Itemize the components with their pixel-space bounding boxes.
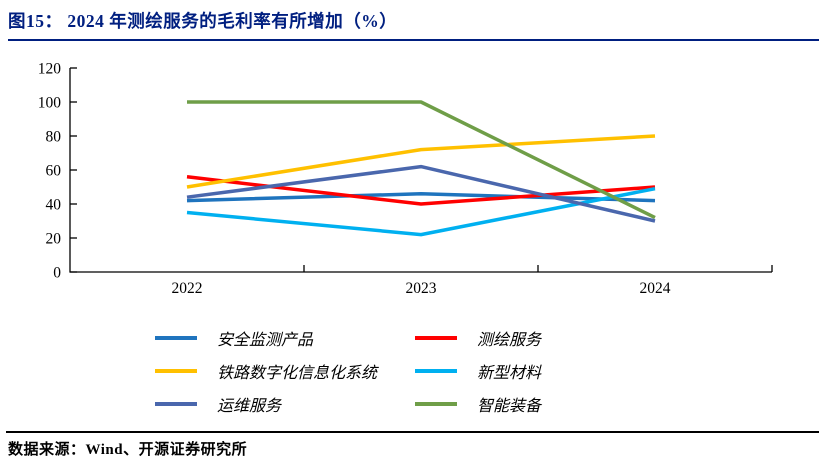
y-axis-label: 80 <box>46 129 62 146</box>
legend-label: 测绘服务 <box>477 331 542 349</box>
chart-legend: 安全监测产品 测绘服务铁路数字化信息化系统 新型材料运维服务 智能装备 <box>155 321 715 420</box>
axis-lines <box>69 68 772 273</box>
x-axis-label: 2024 <box>640 280 671 297</box>
series-line-运维服务 <box>186 164 656 223</box>
data-source-note: 数据来源：Wind、开源证券研究所 <box>8 442 248 458</box>
y-axis-label: 0 <box>53 265 61 282</box>
title-underline <box>8 39 819 41</box>
legend-line-swatch <box>155 401 197 406</box>
y-axis-label: 100 <box>38 95 62 112</box>
legend-item: 安全监测产品 <box>155 321 415 354</box>
legend-label: 智能装备 <box>477 397 542 415</box>
legend-line-swatch <box>415 368 457 373</box>
figure-bottom-rule <box>6 431 819 433</box>
x-axis-label: 2023 <box>406 280 437 297</box>
legend-item: 测绘服务 <box>415 321 715 354</box>
legend-line-swatch <box>155 368 197 373</box>
line-chart: 0 20 40 60 80 100 120 2022 2023 2024 <box>38 61 773 297</box>
figure-title: 图15： 2024 年测绘服务的毛利率有所增加（%） <box>8 11 398 31</box>
legend-item: 运维服务 <box>155 387 415 420</box>
y-axis-label: 20 <box>46 231 62 248</box>
y-axis-label: 40 <box>46 197 62 214</box>
legend-label: 安全监测产品 <box>217 331 314 349</box>
series-line-新型材料 <box>186 186 656 237</box>
legend-item: 智能装备 <box>415 387 715 420</box>
legend-item: 新型材料 <box>415 354 715 387</box>
legend-label: 新型材料 <box>477 364 542 382</box>
series-line-安全监测产品 <box>186 192 656 203</box>
legend-label: 铁路数字化信息化系统 <box>217 364 378 382</box>
legend-line-swatch <box>155 335 197 340</box>
x-axis-label: 2022 <box>172 280 203 297</box>
y-axis-label: 60 <box>46 163 62 180</box>
legend-label: 运维服务 <box>217 397 282 415</box>
legend-line-swatch <box>415 401 457 406</box>
legend-item: 铁路数字化信息化系统 <box>155 354 415 387</box>
y-axis-label: 120 <box>38 61 62 78</box>
legend-line-swatch <box>415 335 457 340</box>
series-line-铁路数字化信息化系统 <box>186 134 656 189</box>
series-line-智能装备 <box>187 100 656 220</box>
